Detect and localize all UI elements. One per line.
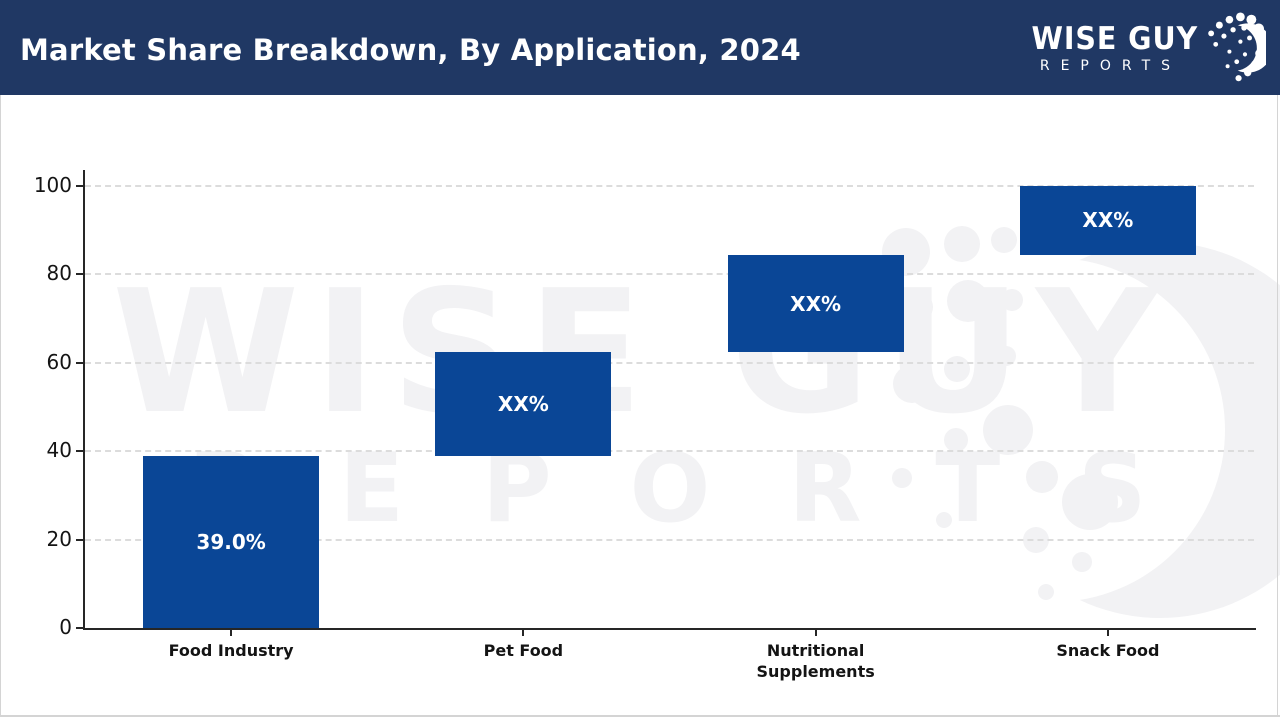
y-tick-label-40: 40	[46, 438, 72, 463]
brand-name: WISE GUY	[1031, 20, 1198, 57]
bar-pet-food: XX%	[435, 352, 612, 456]
watermark-text-line2: REPORTS	[188, 434, 1225, 544]
x-tick-label-nutritional-supplements: Nutritional Supplements	[756, 641, 875, 682]
gridline-100	[85, 185, 1254, 187]
y-tick-mark-40	[76, 450, 85, 453]
y-tick-label-0: 0	[59, 615, 72, 639]
x-tick-label-pet-food: Pet Food	[483, 641, 564, 660]
y-tick-mark-0	[76, 627, 85, 629]
y-tick-label-20: 20	[46, 526, 72, 551]
bar-value-label: 39.0%	[196, 529, 266, 554]
bar-value-label: XX%	[790, 291, 842, 316]
bar-snack-food: XX%	[1019, 186, 1196, 255]
bar-nutritional-supplements: XX%	[727, 254, 904, 353]
gridline-40	[85, 450, 1254, 453]
gridline-80	[85, 273, 1254, 276]
y-tick-label-60: 60	[46, 349, 72, 374]
y-tick-mark-60	[76, 361, 85, 364]
brand-logo: WISE GUY REPORTS	[1017, 8, 1266, 88]
header-banner: Market Share Breakdown, By Application, …	[0, 0, 1280, 95]
y-tick-mark-100	[76, 185, 85, 187]
x-tick-mark-food-industry	[230, 630, 233, 636]
watermark-text-line1: WISE GUY	[112, 254, 1174, 452]
page-bottom-border	[0, 715, 1280, 717]
y-tick-mark-20	[76, 538, 85, 541]
page-left-border	[0, 95, 1, 717]
x-tick-mark-pet-food	[522, 630, 525, 636]
x-tick-label-snack-food: Snack Food	[1056, 641, 1160, 660]
x-tick-mark-snack-food	[1106, 630, 1109, 636]
brand-face-icon	[1208, 12, 1266, 82]
y-tick-mark-80	[76, 273, 85, 276]
x-tick-label-food-industry: Food Industry	[168, 641, 294, 660]
gridline-60	[85, 361, 1254, 364]
page-title: Market Share Breakdown, By Application, …	[20, 33, 801, 67]
gridline-20	[85, 538, 1254, 541]
y-tick-label-80: 80	[46, 261, 72, 286]
page-right-border	[1277, 95, 1278, 717]
bar-value-label: XX%	[1082, 208, 1134, 233]
x-axis-line	[83, 628, 1256, 630]
y-tick-label-100: 100	[33, 173, 72, 197]
x-tick-mark-nutritional-supplements	[814, 630, 817, 636]
y-axis-line	[83, 170, 85, 630]
bar-food-industry: 39.0%	[143, 455, 320, 628]
bar-value-label: XX%	[497, 391, 549, 416]
brand-subname: REPORTS	[1039, 57, 1182, 74]
brand-logo-text: WISE GUY REPORTS	[1017, 20, 1198, 74]
